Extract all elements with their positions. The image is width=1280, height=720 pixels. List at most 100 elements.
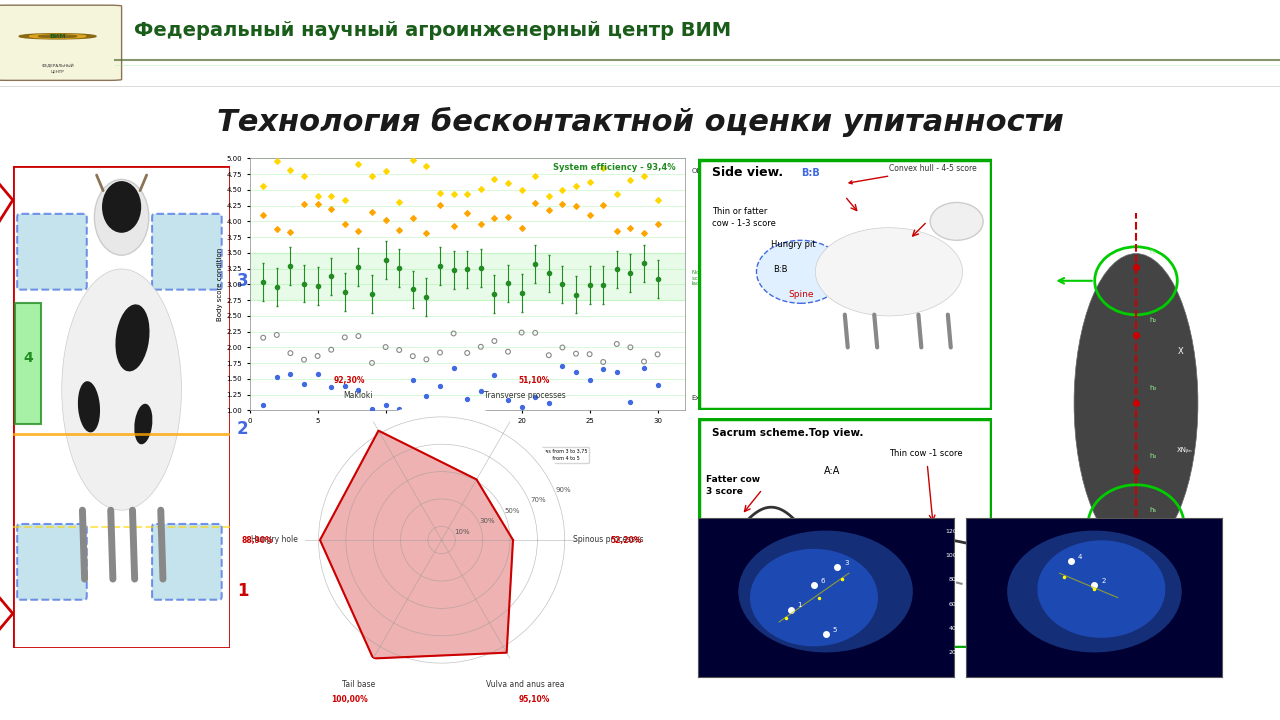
Text: Vulva and anus area: Vulva and anus area — [486, 680, 564, 689]
Text: Obesity: Obesity — [691, 168, 718, 174]
Point — [593, 199, 613, 211]
Text: 1: 1 — [797, 603, 803, 608]
Text: Федеральный научный агроинженерный центр ВИМ: Федеральный научный агроинженерный центр… — [134, 21, 732, 40]
Point — [512, 184, 532, 195]
Point — [430, 187, 451, 199]
Point — [294, 378, 315, 390]
Text: 3: 3 — [237, 272, 248, 290]
Text: Spine: Spine — [788, 290, 813, 299]
Text: Convex hull - 4-5 score: Convex hull - 4-5 score — [849, 164, 977, 184]
Point — [253, 332, 274, 343]
Text: Spine: Spine — [1027, 287, 1050, 297]
Point — [389, 344, 410, 356]
Point — [539, 191, 559, 202]
Point — [621, 341, 641, 353]
Text: cow - 1-3 score: cow - 1-3 score — [713, 220, 776, 228]
Point — [498, 394, 518, 405]
Point — [294, 171, 315, 182]
Point — [321, 382, 342, 393]
Text: 4: 4 — [23, 351, 33, 365]
FancyBboxPatch shape — [699, 419, 991, 647]
Text: Normal range body
score condition for 5-6 month
lactation: Normal range body score condition for 5-… — [691, 270, 773, 287]
Point — [648, 379, 668, 391]
Point — [634, 171, 654, 182]
Point — [334, 219, 355, 230]
Point — [307, 368, 328, 379]
Text: h₁: h₁ — [1149, 248, 1157, 255]
Text: Makloki: Makloki — [343, 391, 372, 400]
Point — [253, 399, 274, 410]
Point — [457, 347, 477, 359]
Point — [443, 220, 463, 232]
Text: Hungry pit: Hungry pit — [771, 240, 815, 248]
Point — [471, 341, 492, 353]
Point — [294, 198, 315, 210]
FancyBboxPatch shape — [699, 160, 991, 409]
Point — [375, 166, 396, 177]
Point — [607, 366, 627, 378]
FancyBboxPatch shape — [152, 214, 221, 289]
Point — [416, 160, 436, 171]
Point — [498, 211, 518, 222]
Ellipse shape — [102, 181, 141, 233]
Point — [498, 178, 518, 189]
Point — [375, 400, 396, 411]
Y-axis label: Body score condition: Body score condition — [218, 248, 224, 321]
Point — [512, 222, 532, 234]
Text: Tail base: Tail base — [342, 680, 375, 689]
Text: Exhaustion: Exhaustion — [691, 395, 731, 401]
Text: BNᵦₙ: BNᵦₙ — [1142, 567, 1157, 573]
Point — [471, 184, 492, 195]
Point — [621, 174, 641, 186]
Text: B:B: B:B — [801, 168, 819, 178]
Point — [348, 384, 369, 396]
Point — [648, 218, 668, 230]
Point — [648, 194, 668, 206]
Point — [307, 198, 328, 210]
Point — [621, 222, 641, 233]
Point — [294, 354, 315, 366]
FancyBboxPatch shape — [0, 5, 122, 81]
Text: h₅: h₅ — [1149, 507, 1157, 513]
Point — [403, 374, 424, 386]
Text: A cow. Top view.: A cow. Top view. — [1012, 169, 1115, 179]
Text: A₃: A₃ — [1204, 218, 1216, 228]
Point — [253, 209, 274, 220]
Text: 2: 2 — [1101, 578, 1106, 584]
Text: A:A: A:A — [824, 466, 841, 476]
Ellipse shape — [756, 240, 845, 303]
Text: ФЕДЕРАЛЬНЫЙ
ЦЕНТР: ФЕДЕРАЛЬНЫЙ ЦЕНТР — [41, 65, 74, 73]
Point — [539, 349, 559, 361]
Point — [484, 336, 504, 347]
Text: B:B: B:B — [773, 265, 787, 274]
Text: 1: 1 — [237, 582, 248, 600]
Point — [471, 218, 492, 230]
Text: 4: 4 — [1078, 554, 1083, 559]
Point — [471, 385, 492, 397]
Point — [566, 200, 586, 212]
FancyBboxPatch shape — [17, 214, 87, 289]
Bar — [250, 253, 685, 300]
Point — [580, 210, 600, 221]
Point — [307, 190, 328, 202]
Circle shape — [19, 34, 96, 39]
Ellipse shape — [1007, 531, 1181, 652]
Text: 88,90%: 88,90% — [241, 536, 273, 544]
Point — [362, 207, 383, 218]
Text: Side view.: Side view. — [713, 166, 783, 179]
Point — [566, 181, 586, 192]
Point — [430, 347, 451, 359]
Point — [321, 203, 342, 215]
Point — [457, 207, 477, 219]
Point — [389, 196, 410, 207]
Text: 2: 2 — [237, 420, 248, 438]
Point — [389, 225, 410, 236]
Point — [580, 348, 600, 360]
Text: B: B — [1027, 368, 1033, 378]
Point — [321, 190, 342, 202]
Text: N: N — [1149, 546, 1156, 555]
Point — [525, 391, 545, 402]
Point — [266, 329, 287, 341]
Point — [457, 393, 477, 405]
Point — [348, 330, 369, 342]
